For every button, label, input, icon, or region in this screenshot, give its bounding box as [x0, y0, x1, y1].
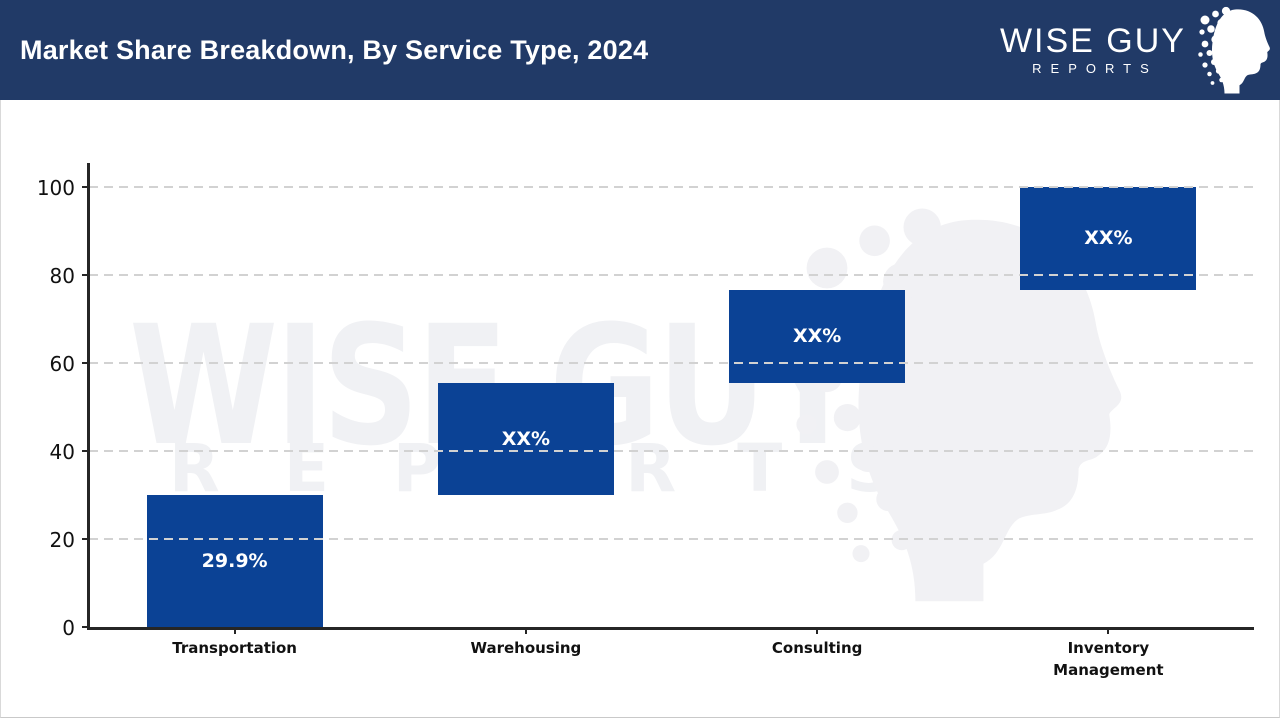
x-axis-line	[87, 627, 1254, 630]
brand-logo: WISE GUY REPORTS	[1000, 0, 1274, 100]
gridline-y80	[89, 274, 1254, 276]
bar-transportation: 29.9%	[146, 495, 323, 627]
brand-subtitle: REPORTS	[1032, 61, 1158, 76]
y-tick-label: 100	[36, 176, 75, 200]
y-tick-label: 0	[62, 616, 75, 640]
y-tick-mark	[82, 538, 89, 540]
gridline-y20	[89, 538, 1254, 540]
x-tick-mark	[233, 627, 236, 634]
bar-value-label: XX%	[501, 428, 551, 451]
chart-title: Market Share Breakdown, By Service Type,…	[20, 34, 649, 65]
gridline-y100	[89, 186, 1254, 188]
x-tick-mark	[816, 627, 819, 634]
y-axis-line	[87, 163, 90, 630]
bar-consulting: XX%	[729, 289, 906, 383]
y-tick-mark	[82, 274, 89, 276]
y-tick-mark	[82, 626, 89, 628]
brand-name: WISE GUY	[999, 22, 1186, 60]
x-tick-mark	[1107, 627, 1110, 634]
chart-plot-area: WISE GUY REPORTS 02040608010029.9%Transp…	[0, 100, 1280, 718]
x-category-label: Warehousing	[470, 639, 582, 657]
bar-value-label: XX%	[792, 325, 842, 348]
gridline-y60	[89, 362, 1254, 364]
x-tick-mark	[524, 627, 527, 634]
bar-value-label: 29.9%	[201, 550, 268, 573]
bar-value-label: XX%	[1084, 227, 1133, 250]
y-tick-mark	[82, 362, 89, 364]
y-tick-mark	[82, 186, 89, 188]
y-tick-label: 20	[49, 528, 75, 552]
brand-logo-text: WISE GUY REPORTS	[1000, 24, 1186, 76]
brand-face-icon	[1196, 5, 1274, 95]
gridline-y40	[89, 450, 1254, 452]
x-category-label: Transportation	[172, 639, 297, 657]
y-tick-mark	[82, 450, 89, 452]
x-category-label: Inventory Management	[1053, 639, 1164, 679]
y-tick-label: 80	[49, 264, 75, 288]
bar-inventory-management: XX%	[1020, 187, 1197, 290]
y-tick-label: 40	[49, 440, 75, 464]
header-banner: Market Share Breakdown, By Service Type,…	[0, 0, 1280, 100]
bar-warehousing: XX%	[437, 382, 614, 496]
y-tick-label: 60	[49, 352, 75, 376]
x-category-label: Consulting	[771, 639, 863, 657]
